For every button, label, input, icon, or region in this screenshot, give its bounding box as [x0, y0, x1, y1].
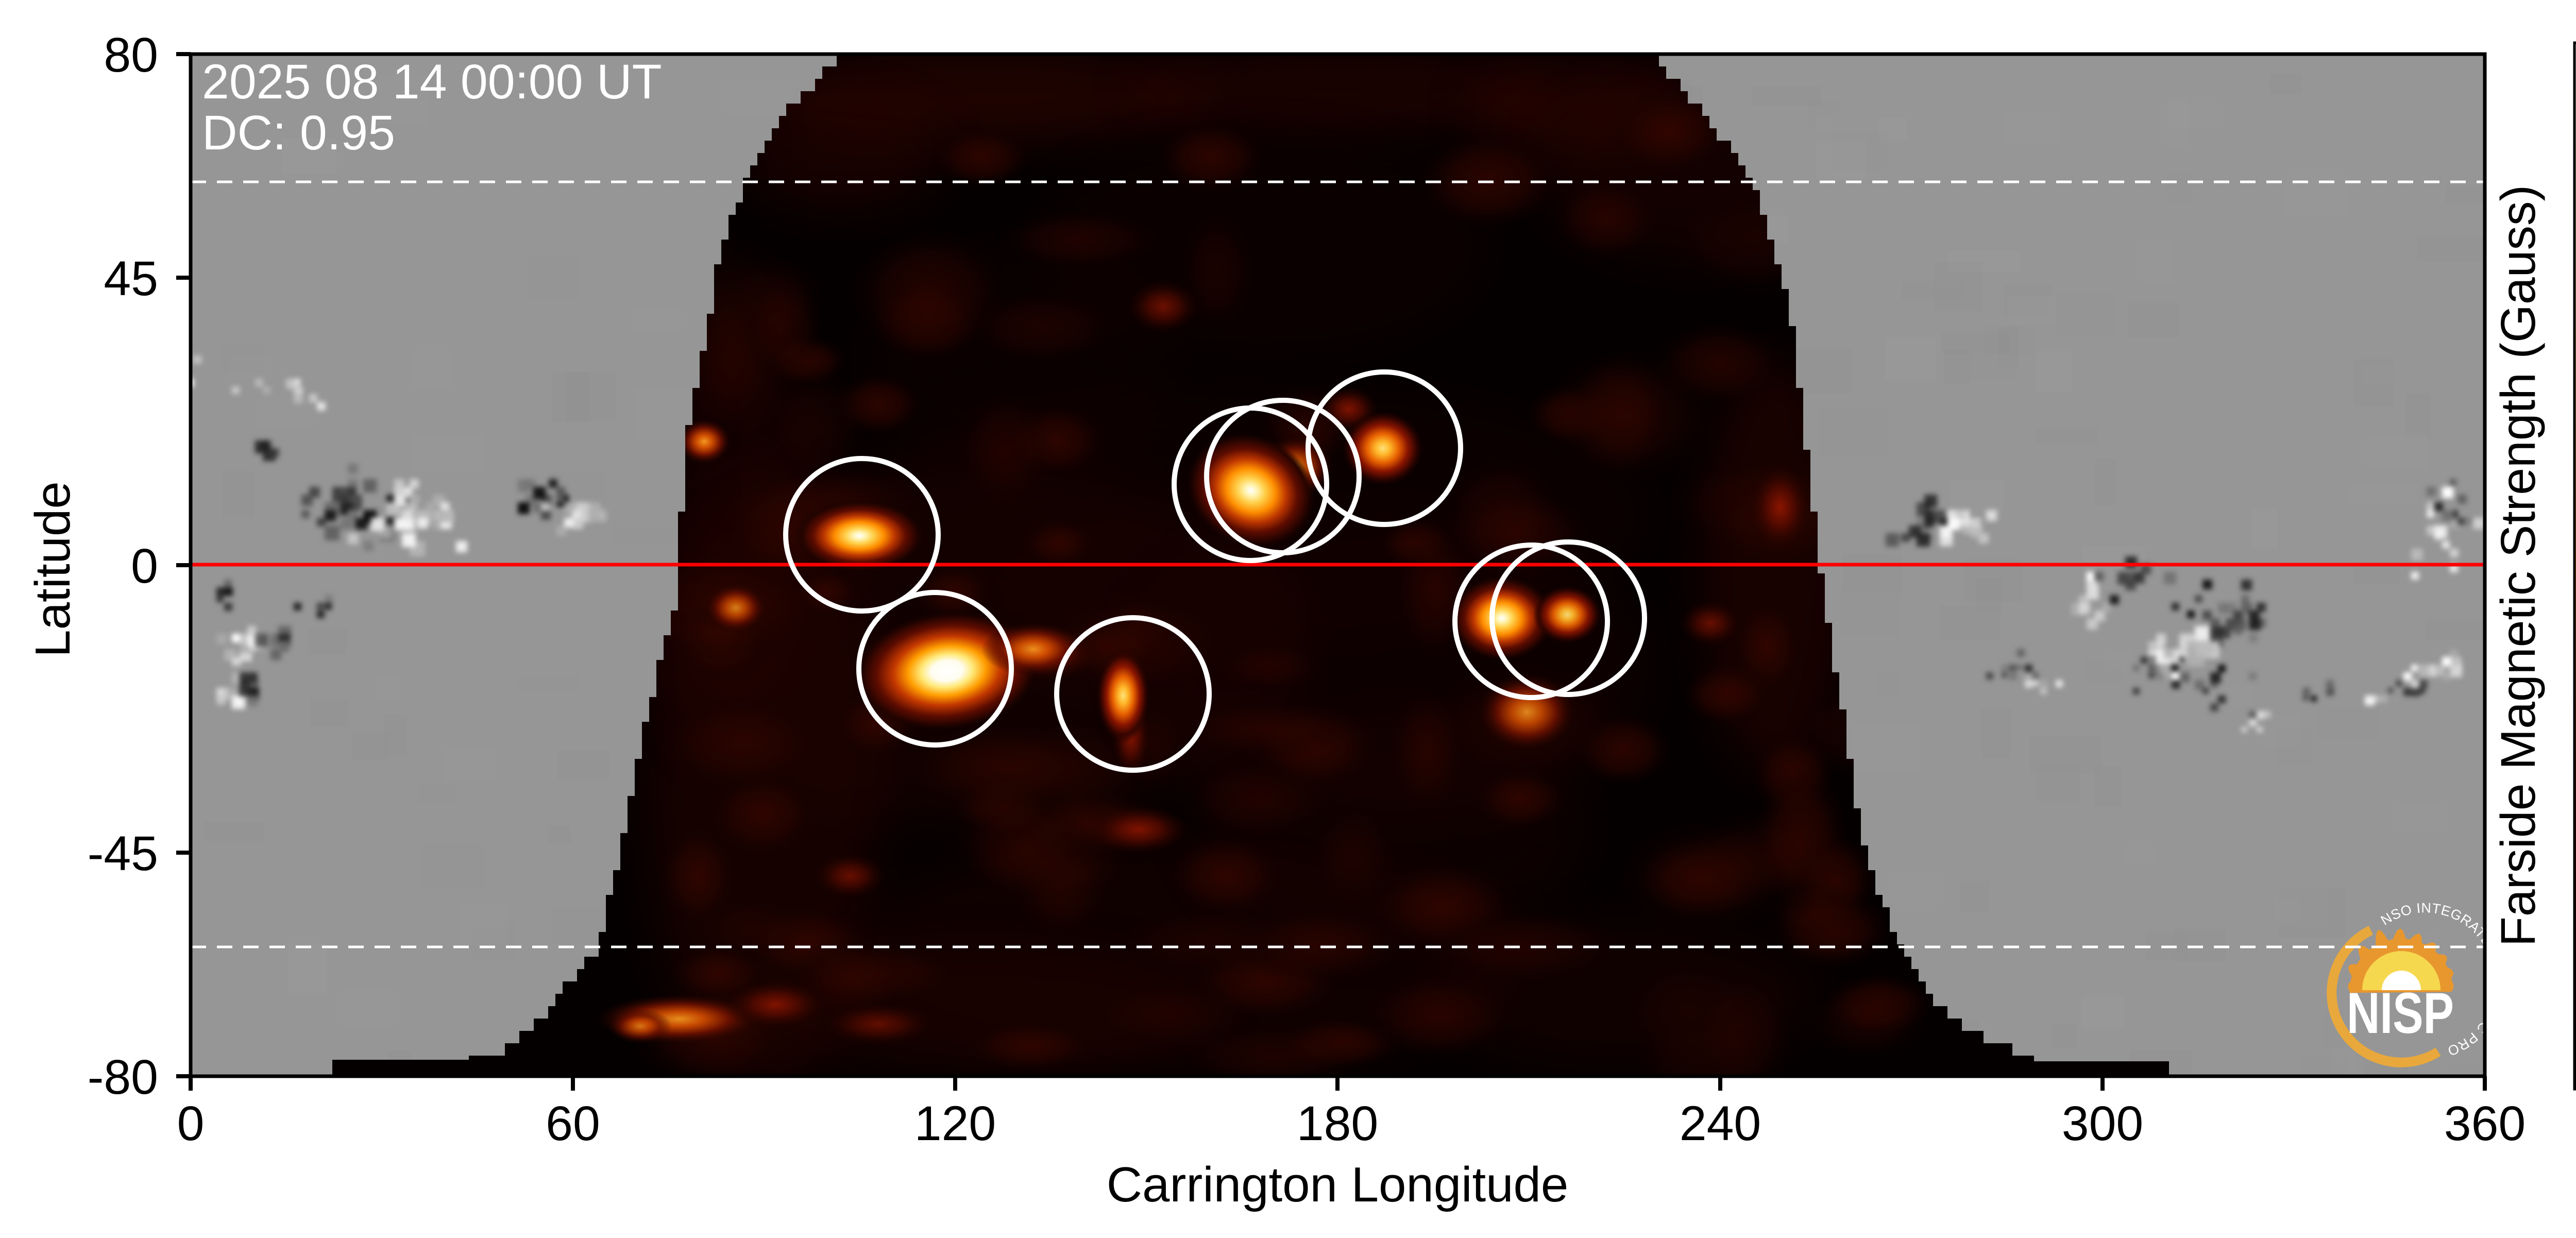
svg-text:240: 240 — [1680, 1096, 1761, 1151]
svg-text:DC: 0.95: DC: 0.95 — [202, 106, 395, 160]
svg-text:180: 180 — [1297, 1096, 1379, 1151]
svg-text:Latitude: Latitude — [25, 481, 80, 657]
svg-text:Carrington Longitude: Carrington Longitude — [1107, 1157, 1569, 1212]
svg-text:2025 08 14 00:00 UT: 2025 08 14 00:00 UT — [202, 55, 662, 109]
svg-text:0: 0 — [131, 539, 158, 593]
svg-text:120: 120 — [914, 1096, 996, 1151]
svg-text:45: 45 — [104, 251, 158, 306]
svg-text:Farside Magnetic Strength (Gau: Farside Magnetic Strength (Gauss) — [2491, 185, 2546, 946]
svg-text:-45: -45 — [88, 826, 158, 881]
svg-text:NISP: NISP — [2347, 981, 2454, 1045]
svg-text:-80: -80 — [88, 1050, 158, 1105]
svg-text:360: 360 — [2444, 1096, 2526, 1151]
svg-text:60: 60 — [546, 1096, 600, 1151]
svg-text:0: 0 — [177, 1096, 205, 1151]
svg-text:300: 300 — [2062, 1096, 2144, 1151]
svg-text:80: 80 — [104, 28, 158, 82]
